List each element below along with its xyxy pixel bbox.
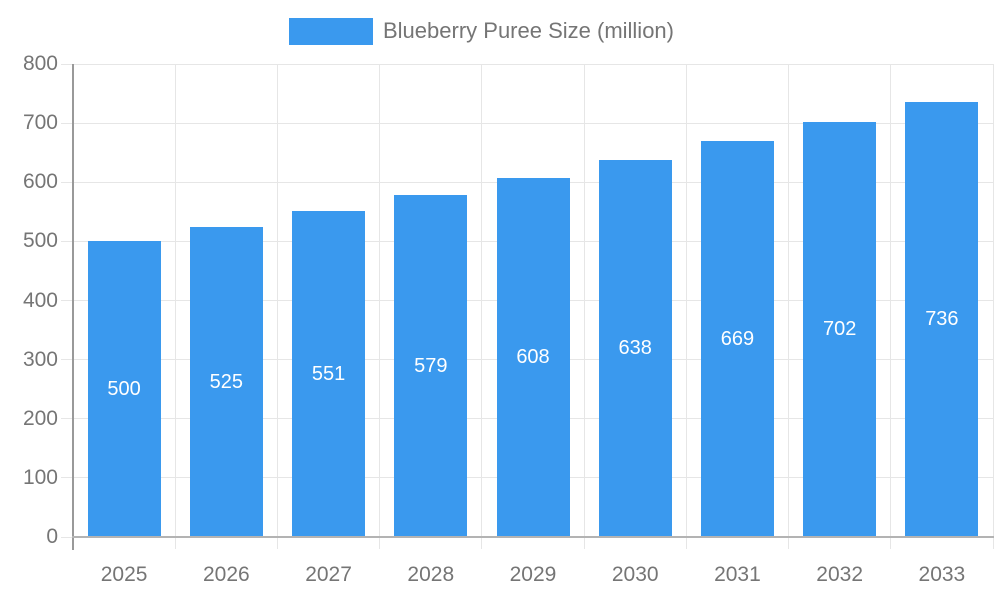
x-tick [992,537,994,549]
bar-value-label: 500 [107,378,141,401]
bar-value-label: 638 [618,337,652,360]
y-tick [61,418,73,420]
y-axis-label: 400 [22,288,58,312]
x-gridline [788,64,790,537]
bar-value-label: 702 [822,318,857,341]
legend-swatch [289,18,373,45]
y-axis-label: 0 [46,525,58,548]
y-axis-label: 100 [22,465,58,489]
x-tick [174,537,176,549]
y-axis-label: 300 [22,347,58,371]
x-axis-label: 2029 [509,563,557,586]
x-axis-label: 2025 [100,563,148,586]
x-gridline [890,64,892,537]
y-gridline [73,63,993,65]
y-tick [61,477,73,479]
y-axis-label: 700 [22,111,58,135]
y-tick [61,63,73,65]
chart-bar[interactable] [189,226,263,537]
bar-value-label: 525 [209,370,244,393]
chart-bar[interactable] [87,241,161,537]
chart-bar[interactable] [496,177,570,537]
y-tick [61,536,73,538]
x-gridline [174,64,176,537]
bar-value-label: 579 [414,354,448,377]
chart-bar[interactable] [292,211,366,537]
x-tick [890,537,892,549]
y-axis-label: 600 [22,170,58,194]
y-tick [61,300,73,301]
chart-bar[interactable] [700,141,774,537]
x-axis-label: 2032 [816,563,864,586]
bar-value-label: 736 [925,308,959,331]
x-tick [379,537,381,549]
x-axis-label: 2027 [305,563,352,586]
x-gridline [379,64,381,537]
x-tick [481,537,483,549]
x-axis-label: 2030 [611,563,659,586]
y-tick [61,122,73,124]
x-tick [583,537,585,549]
x-gridline [276,64,278,537]
chart-bar[interactable] [905,101,979,537]
bar-value-label: 551 [311,363,346,386]
y-gridline [73,122,993,124]
x-gridline [685,64,687,537]
chart-bar[interactable] [598,159,672,537]
x-tick [276,537,278,549]
legend-label: Blueberry Puree Size (million) [383,18,674,43]
x-axis-line [72,536,994,538]
x-axis-label: 2028 [407,563,455,586]
y-axis-label: 500 [22,229,58,253]
y-tick [61,359,73,361]
y-tick [61,240,73,242]
chart-bar[interactable] [803,121,877,537]
x-gridline [583,64,585,537]
x-axis-label: 2031 [714,563,761,586]
x-gridline [481,64,483,537]
x-tick [685,537,687,549]
x-axis-label: 2026 [202,563,250,586]
bar-value-label: 608 [516,346,550,369]
y-axis-label: 200 [22,406,58,430]
y-axis-line [72,64,74,550]
y-tick [61,181,73,183]
chart-bar[interactable] [394,194,468,537]
x-gridline [992,64,994,537]
x-tick [788,537,790,549]
bar-value-label: 669 [720,328,755,351]
x-axis-label: 2033 [918,563,966,586]
y-axis-label: 800 [22,52,58,75]
